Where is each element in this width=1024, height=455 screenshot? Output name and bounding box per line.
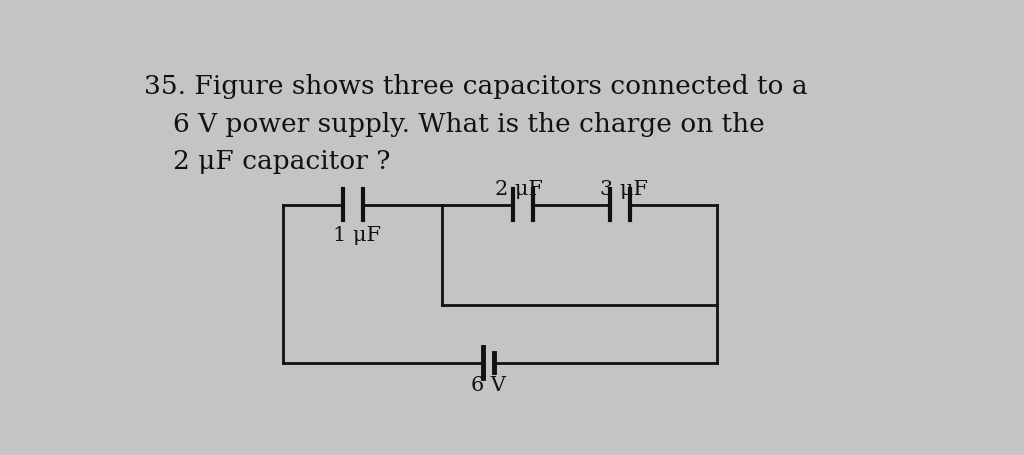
Text: 35. Figure shows three capacitors connected to a: 35. Figure shows three capacitors connec… — [143, 74, 807, 99]
Text: 1 μF: 1 μF — [333, 226, 381, 244]
Text: 6 V: 6 V — [471, 376, 506, 395]
Text: 2 μF capacitor ?: 2 μF capacitor ? — [173, 149, 390, 174]
Text: 6 V power supply. What is the charge on the: 6 V power supply. What is the charge on … — [173, 112, 765, 137]
Text: 3 μF: 3 μF — [600, 180, 648, 199]
Text: 2 μF: 2 μF — [496, 180, 544, 199]
